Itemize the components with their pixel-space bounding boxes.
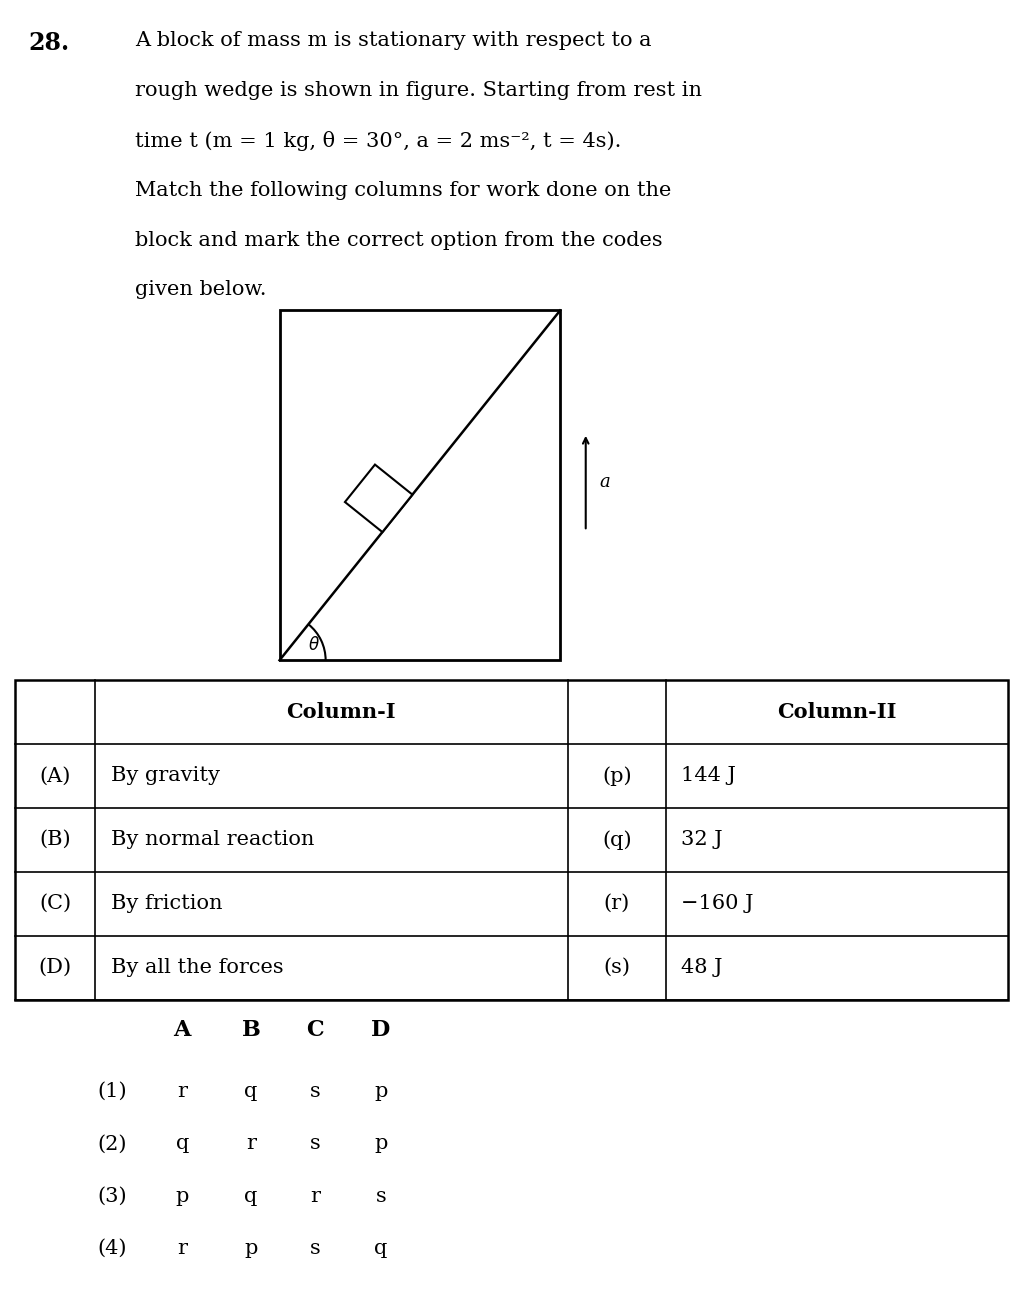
Text: 48 J: 48 J xyxy=(681,958,723,977)
Bar xyxy=(15,680,1008,1000)
Polygon shape xyxy=(345,465,413,532)
Text: block and mark the correct option from the codes: block and mark the correct option from t… xyxy=(135,231,663,250)
Text: r: r xyxy=(177,1239,187,1259)
Text: By friction: By friction xyxy=(111,895,222,913)
Text: By normal reaction: By normal reaction xyxy=(111,831,314,849)
Text: 144 J: 144 J xyxy=(681,766,736,785)
Text: r: r xyxy=(310,1187,321,1207)
Text: 32 J: 32 J xyxy=(681,831,723,849)
Text: B: B xyxy=(242,1019,260,1041)
Text: By gravity: By gravity xyxy=(111,766,219,785)
Text: (3): (3) xyxy=(97,1187,127,1207)
Text: (4): (4) xyxy=(97,1239,127,1259)
Text: (D): (D) xyxy=(39,958,72,977)
Text: 28.: 28. xyxy=(29,31,70,55)
Text: (r): (r) xyxy=(604,895,630,913)
Text: D: D xyxy=(372,1019,390,1041)
Text: a: a xyxy=(599,473,609,491)
Text: given below.: given below. xyxy=(135,280,266,300)
Text: Column-I: Column-I xyxy=(286,702,395,722)
Text: p: p xyxy=(374,1134,388,1154)
Text: s: s xyxy=(310,1134,321,1154)
Text: s: s xyxy=(310,1239,321,1259)
Text: −160 J: −160 J xyxy=(681,895,754,913)
Text: Match the following columns for work done on the: Match the following columns for work don… xyxy=(135,181,672,200)
Text: (2): (2) xyxy=(97,1134,127,1154)
Text: q: q xyxy=(175,1134,189,1154)
Text: A block of mass m is stationary with respect to a: A block of mass m is stationary with res… xyxy=(135,31,651,51)
Text: r: r xyxy=(246,1134,256,1154)
Text: C: C xyxy=(306,1019,325,1041)
Text: Column-II: Column-II xyxy=(777,702,896,722)
Text: (s): (s) xyxy=(603,958,631,977)
FancyBboxPatch shape xyxy=(280,310,560,660)
Text: rough wedge is shown in figure. Starting from rest in: rough wedge is shown in figure. Starting… xyxy=(135,81,702,101)
Text: p: p xyxy=(175,1187,189,1207)
Text: A: A xyxy=(174,1019,190,1041)
Text: p: p xyxy=(244,1239,258,1259)
Text: q: q xyxy=(244,1082,258,1102)
Text: q: q xyxy=(244,1187,258,1207)
Text: p: p xyxy=(374,1082,388,1102)
Text: r: r xyxy=(177,1082,187,1102)
Text: (p): (p) xyxy=(602,766,632,786)
Text: By all the forces: By all the forces xyxy=(111,958,284,977)
Text: (q): (q) xyxy=(602,829,632,850)
Text: s: s xyxy=(310,1082,321,1102)
Text: s: s xyxy=(376,1187,386,1207)
Text: (A): (A) xyxy=(40,766,71,785)
Text: (B): (B) xyxy=(40,831,71,849)
Text: time t (m = 1 kg, θ = 30°, a = 2 ms⁻², t = 4s).: time t (m = 1 kg, θ = 30°, a = 2 ms⁻², t… xyxy=(135,131,622,151)
Text: $\theta$: $\theta$ xyxy=(308,635,321,654)
Text: (C): (C) xyxy=(39,895,72,913)
Text: (1): (1) xyxy=(97,1082,127,1102)
Text: m: m xyxy=(371,490,386,507)
Text: q: q xyxy=(374,1239,388,1259)
